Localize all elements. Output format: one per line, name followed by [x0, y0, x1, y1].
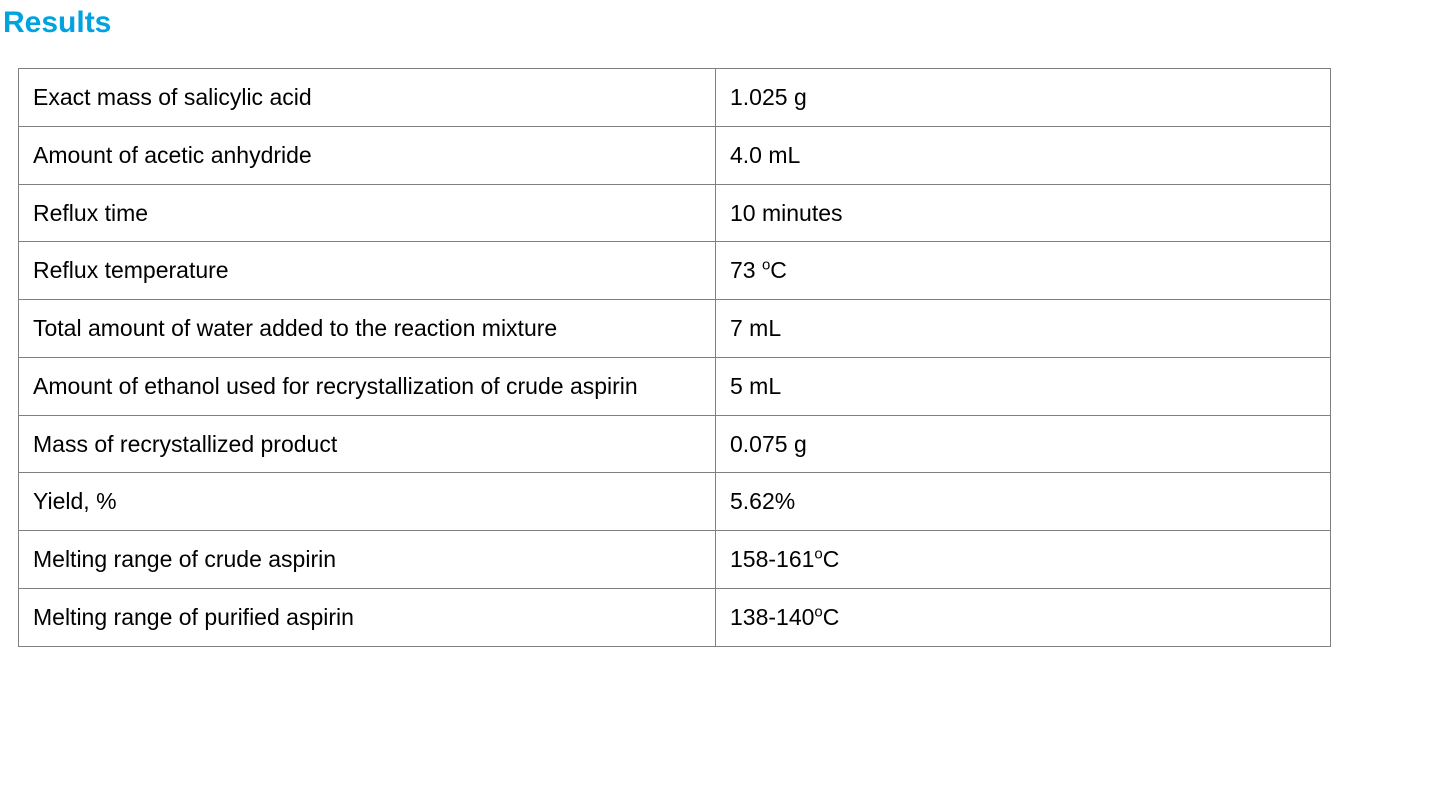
table-row: Amount of acetic anhydride4.0 mL [19, 126, 1331, 184]
table-row: Exact mass of salicylic acid1.025 g [19, 69, 1331, 127]
table-cell-value: 0.075 g [716, 415, 1331, 473]
page-root: Results Exact mass of salicylic acid1.02… [0, 0, 1442, 665]
table-row: Melting range of crude aspirin158-161oC [19, 531, 1331, 589]
table-cell-label: Melting range of crude aspirin [19, 531, 716, 589]
table-cell-label: Yield, % [19, 473, 716, 531]
table-cell-value: 7 mL [716, 300, 1331, 358]
table-cell-value: 5 mL [716, 357, 1331, 415]
table-cell-label: Amount of ethanol used for recrystalliza… [19, 357, 716, 415]
table-cell-value: 138-140oC [716, 588, 1331, 646]
table-cell-value: 1.025 g [716, 69, 1331, 127]
table-cell-label: Total amount of water added to the react… [19, 300, 716, 358]
table-row: Reflux time10 minutes [19, 184, 1331, 242]
table-cell-value: 158-161oC [716, 531, 1331, 589]
table-row: Melting range of purified aspirin138-140… [19, 588, 1331, 646]
results-table-body: Exact mass of salicylic acid1.025 gAmoun… [19, 69, 1331, 647]
table-cell-label: Exact mass of salicylic acid [19, 69, 716, 127]
table-cell-value: 4.0 mL [716, 126, 1331, 184]
table-row: Mass of recrystallized product0.075 g [19, 415, 1331, 473]
table-row: Reflux temperature73 oC [19, 242, 1331, 300]
table-row: Yield, %5.62% [19, 473, 1331, 531]
table-cell-label: Mass of recrystallized product [19, 415, 716, 473]
table-row: Total amount of water added to the react… [19, 300, 1331, 358]
table-row: Amount of ethanol used for recrystalliza… [19, 357, 1331, 415]
table-cell-label: Melting range of purified aspirin [19, 588, 716, 646]
table-cell-value: 10 minutes [716, 184, 1331, 242]
table-cell-label: Amount of acetic anhydride [19, 126, 716, 184]
section-title: Results [3, 6, 1424, 40]
results-table: Exact mass of salicylic acid1.025 gAmoun… [18, 68, 1331, 647]
table-cell-value: 5.62% [716, 473, 1331, 531]
table-cell-label: Reflux temperature [19, 242, 716, 300]
table-cell-value: 73 oC [716, 242, 1331, 300]
table-cell-label: Reflux time [19, 184, 716, 242]
